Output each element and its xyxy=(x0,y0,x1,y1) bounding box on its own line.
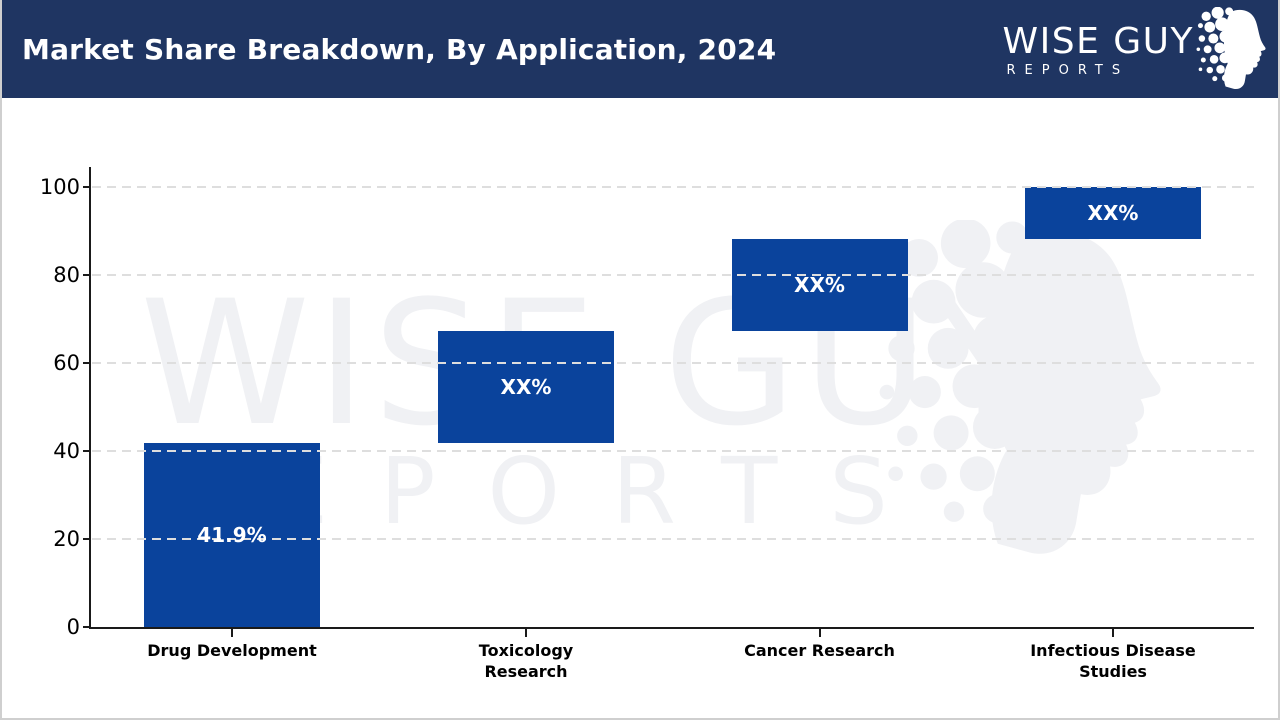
x-tick xyxy=(818,629,821,637)
x-axis-line xyxy=(89,627,1254,629)
y-tick xyxy=(83,538,90,540)
y-tick xyxy=(83,274,90,276)
logo-text: WISE GUY REPORTS xyxy=(1003,22,1195,78)
bar-value-label: XX% xyxy=(500,374,552,399)
x-tick xyxy=(525,629,527,637)
gridline-y-40 xyxy=(92,450,1254,452)
y-tick-label: 40 xyxy=(53,439,80,463)
y-tick-label: 0 xyxy=(66,615,80,639)
logo-wordmark: WISE GUY xyxy=(1002,21,1194,63)
category-label: Cancer Research xyxy=(744,641,895,660)
bar-drug-development xyxy=(144,442,320,627)
y-axis-line xyxy=(89,167,91,629)
category-label: Infectious Disease Studies xyxy=(1030,641,1196,681)
y-tick-label: 20 xyxy=(53,527,80,551)
bar-value-label: 41.9% xyxy=(197,522,267,547)
bar-value-label: XX% xyxy=(1087,200,1139,225)
wise-guy-reports-logo: WISE GUY REPORTS xyxy=(1003,7,1269,93)
y-tick-label: 60 xyxy=(53,351,80,375)
watermark-head-icon xyxy=(879,220,1161,554)
y-tick xyxy=(83,626,90,628)
x-tick xyxy=(1112,629,1114,637)
wise-guy-head-icon xyxy=(1196,7,1266,90)
category-label: Toxicology Research xyxy=(478,641,574,681)
category-label: Drug Development xyxy=(147,641,317,660)
y-tick xyxy=(83,450,90,452)
bar-value-label: XX% xyxy=(794,272,845,297)
page-title: Market Share Breakdown, By Application, … xyxy=(22,32,777,66)
x-tick xyxy=(231,629,233,637)
y-tick xyxy=(83,362,90,364)
y-tick-label: 80 xyxy=(53,263,80,287)
bar-toxicology-research xyxy=(438,330,614,443)
y-tick-label: 100 xyxy=(39,175,80,199)
logo-subtitle: REPORTS xyxy=(1006,62,1130,78)
gridline-y-80 xyxy=(92,274,1254,276)
gridline-y-100 xyxy=(92,186,1254,188)
y-tick xyxy=(83,186,90,188)
bar-infectious-disease-studies xyxy=(1025,187,1201,239)
bar-cancer-research xyxy=(731,238,908,331)
gridline-y-60 xyxy=(92,362,1254,364)
header-bar: Market Share Breakdown, By Application, … xyxy=(2,0,1278,98)
gridline-y-20 xyxy=(92,538,1254,540)
